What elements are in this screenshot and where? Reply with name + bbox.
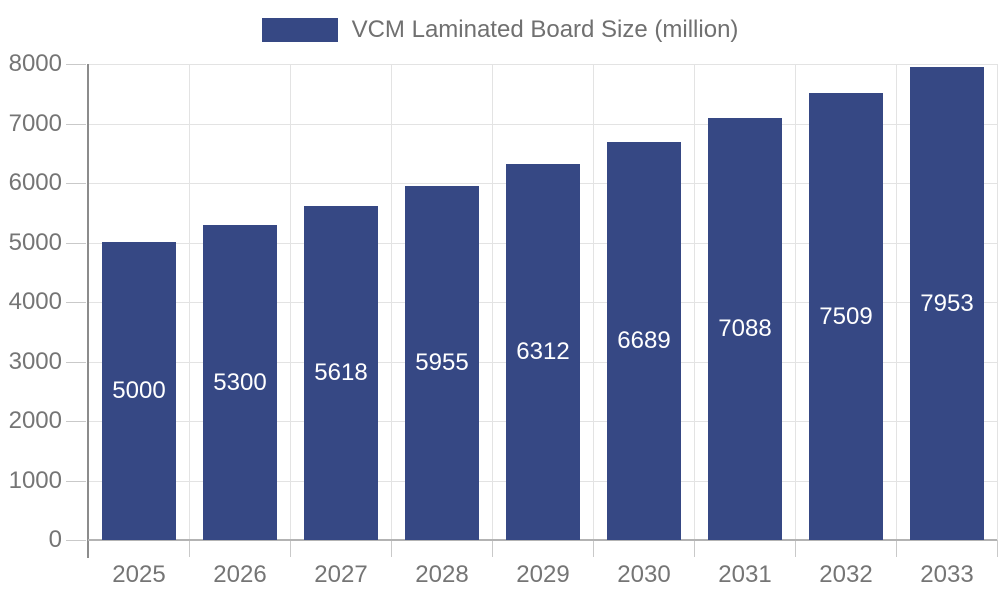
x-axis-tick [189,540,190,557]
x-axis-tick [997,540,998,557]
y-axis-tick-label: 1000 [8,467,62,494]
x-axis-category-label: 2033 [920,561,974,588]
y-axis-tick [66,362,86,363]
v-gridline [694,64,695,540]
y-axis-tick-label: 7000 [8,110,62,137]
y-axis-tick [66,302,86,303]
legend-swatch-icon [261,18,338,42]
x-axis-tick [290,540,291,557]
y-axis-tick [66,421,86,422]
x-axis-category-label: 2029 [516,561,570,588]
x-axis-category-label: 2026 [213,561,267,588]
x-axis-category-label: 2031 [718,561,772,588]
v-gridline [391,64,392,540]
x-axis-tick [593,540,594,557]
y-axis-tick-label: 2000 [8,407,62,434]
v-gridline [189,64,190,540]
bar: 5618 [304,206,378,540]
bar: 7509 [809,93,883,540]
bar: 7953 [910,67,984,540]
y-axis-tick-label: 5000 [8,229,62,256]
v-gridline [896,64,897,540]
x-axis-tick [391,540,392,557]
bar: 6689 [607,142,681,540]
bar-value-label: 7088 [718,315,772,342]
v-gridline [492,64,493,540]
y-axis-line [87,64,89,558]
x-axis-tick [492,540,493,557]
v-gridline [290,64,291,540]
bar-value-label: 5300 [213,368,267,396]
bar-value-label: 7953 [920,289,974,317]
legend-label: VCM Laminated Board Size (million) [351,16,739,43]
y-axis-tick-label: 4000 [8,288,62,315]
x-axis-tick [694,540,695,557]
v-gridline [795,64,796,540]
h-gridline [88,124,997,125]
x-axis-category-label: 2028 [415,561,469,588]
bar-value-label: 5000 [112,377,166,404]
x-axis-tick [896,540,897,557]
y-axis-tick [66,124,86,125]
y-axis-tick-label: 6000 [8,169,62,196]
y-axis-tick-label: 3000 [8,348,62,375]
bar-value-label: 6689 [617,327,671,354]
x-axis-category-label: 2025 [112,561,166,588]
y-axis-tick [66,64,86,65]
y-axis-tick [66,183,86,184]
bar-value-label: 6312 [516,338,570,365]
x-axis-category-label: 2032 [819,561,873,588]
y-axis-tick-label: 0 [48,526,62,553]
v-gridline [997,64,998,540]
bar-value-label: 5618 [314,359,368,386]
y-axis-tick [66,243,86,244]
bar-value-label: 7509 [819,302,873,330]
bar: 5955 [405,186,479,540]
x-axis-category-label: 2027 [314,561,368,588]
bar: 7088 [708,118,782,540]
bar: 5300 [203,225,277,540]
v-gridline [593,64,594,540]
h-gridline [88,64,997,65]
legend[interactable]: VCM Laminated Board Size (million) [0,16,1000,44]
bar: 5000 [102,242,176,540]
bar-value-label: 5955 [415,349,469,376]
x-axis-tick [795,540,796,557]
x-axis-line [88,539,997,541]
y-axis-tick [66,540,86,541]
y-axis-tick [66,481,86,482]
y-axis-tick-label: 8000 [8,50,62,77]
x-axis-category-label: 2030 [617,561,671,588]
bar: 6312 [506,164,580,540]
